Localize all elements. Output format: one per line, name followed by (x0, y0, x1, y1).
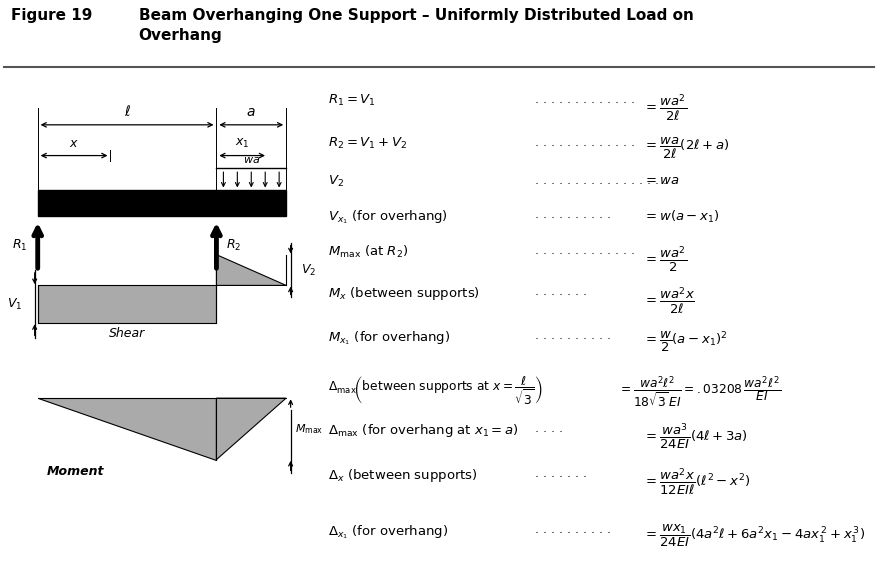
Polygon shape (38, 398, 216, 460)
Text: $M_{\mathrm{max}}$: $M_{\mathrm{max}}$ (295, 422, 323, 436)
Text: $\Delta_{\mathrm{max}}\!\left(\mathrm{between\ supports\ at\ }x = \dfrac{\ell}{\: $\Delta_{\mathrm{max}}\!\left(\mathrm{be… (328, 375, 543, 407)
Text: . . . . . . . . . . . . .: . . . . . . . . . . . . . (534, 136, 634, 149)
Text: $= wa$: $= wa$ (643, 174, 679, 187)
Text: $R_2$: $R_2$ (225, 238, 240, 253)
Text: $M_{\mathrm{max}}$ (at $R_2$): $M_{\mathrm{max}}$ (at $R_2$) (328, 245, 409, 260)
Text: $= \dfrac{wa^2 x}{2\ell}$: $= \dfrac{wa^2 x}{2\ell}$ (643, 285, 695, 316)
Text: $V_2$: $V_2$ (328, 174, 344, 189)
Text: $x$: $x$ (69, 138, 79, 151)
Text: $= \dfrac{w}{2}(a - x_1)^2$: $= \dfrac{w}{2}(a - x_1)^2$ (643, 329, 727, 354)
Text: $\ell$: $\ell$ (124, 104, 131, 119)
Text: $= \dfrac{wa^3}{24EI}(4\ell + 3a)$: $= \dfrac{wa^3}{24EI}(4\ell + 3a)$ (643, 422, 747, 452)
Text: Beam Overhanging One Support – Uniformly Distributed Load on
Overhang: Beam Overhanging One Support – Uniformly… (139, 8, 693, 43)
Text: $= \dfrac{wx_1}{24EI}(4a^2\ell + 6a^2 x_1 - 4ax_1^{\,2} + x_1^{\,3})$: $= \dfrac{wx_1}{24EI}(4a^2\ell + 6a^2 x_… (643, 523, 865, 550)
Text: $= \dfrac{wa^2}{2}$: $= \dfrac{wa^2}{2}$ (643, 245, 687, 274)
Text: . . . . . . . . . . . . .: . . . . . . . . . . . . . (534, 93, 634, 106)
Text: . . . . . . .: . . . . . . . (534, 467, 586, 480)
Text: $= \dfrac{wa^2 x}{12EI\ell}(\ell^2 - x^2)$: $= \dfrac{wa^2 x}{12EI\ell}(\ell^2 - x^2… (643, 467, 750, 498)
Text: $\Delta_x$ (between supports): $\Delta_x$ (between supports) (328, 467, 478, 484)
Text: Figure 19: Figure 19 (11, 8, 93, 24)
Text: $= \dfrac{wa}{2\ell}(2\ell + a)$: $= \dfrac{wa}{2\ell}(2\ell + a)$ (643, 136, 729, 161)
Text: $M_{x_1}$ (for overhang): $M_{x_1}$ (for overhang) (328, 329, 450, 347)
Text: $M_x$ (between supports): $M_x$ (between supports) (328, 285, 480, 302)
Text: $\Delta_{\mathrm{max}}$ (for overhang at $x_1 = a$): $\Delta_{\mathrm{max}}$ (for overhang at… (328, 422, 518, 439)
Text: . . . .: . . . . (534, 422, 562, 435)
Text: . . . . . . .: . . . . . . . (534, 285, 586, 298)
Text: Moment: Moment (46, 465, 104, 478)
Text: . . . . . . . . . . . . .: . . . . . . . . . . . . . (534, 245, 634, 258)
Text: $= w(a - x_1)$: $= w(a - x_1)$ (643, 208, 719, 225)
Text: . . . . . . . . . . . . . . . . .: . . . . . . . . . . . . . . . . . (534, 174, 666, 187)
Text: $R_2 = V_1 + V_2$: $R_2 = V_1 + V_2$ (328, 136, 407, 151)
Text: $wa$: $wa$ (242, 155, 260, 165)
Text: $a$: $a$ (246, 105, 256, 119)
Polygon shape (38, 285, 216, 323)
Text: $x_1$: $x_1$ (235, 138, 249, 151)
Text: Shear: Shear (109, 327, 145, 340)
Text: $R_1$: $R_1$ (11, 238, 27, 253)
Text: $V_{x_1}$ (for overhang): $V_{x_1}$ (for overhang) (328, 208, 448, 226)
Text: $V_1$: $V_1$ (7, 297, 23, 312)
Text: . . . . . . . . . .: . . . . . . . . . . (534, 329, 610, 342)
FancyBboxPatch shape (38, 190, 286, 216)
Polygon shape (216, 255, 286, 285)
Text: $R_1 = V_1$: $R_1 = V_1$ (328, 93, 375, 108)
Polygon shape (216, 398, 286, 460)
Text: $V_2$: $V_2$ (301, 263, 316, 277)
Text: $= \dfrac{wa^2}{2\ell}$: $= \dfrac{wa^2}{2\ell}$ (643, 93, 687, 123)
Text: . . . . . . . . . .: . . . . . . . . . . (534, 208, 610, 221)
Text: $\Delta_{x_1}$ (for overhang): $\Delta_{x_1}$ (for overhang) (328, 523, 448, 541)
Text: $= \dfrac{wa^2\ell^2}{18\sqrt{3}\,EI} = .03208\,\dfrac{wa^2\ell^2}{EI}$: $= \dfrac{wa^2\ell^2}{18\sqrt{3}\,EI} = … (617, 375, 781, 410)
Text: . . . . . . . . . .: . . . . . . . . . . (534, 523, 610, 536)
